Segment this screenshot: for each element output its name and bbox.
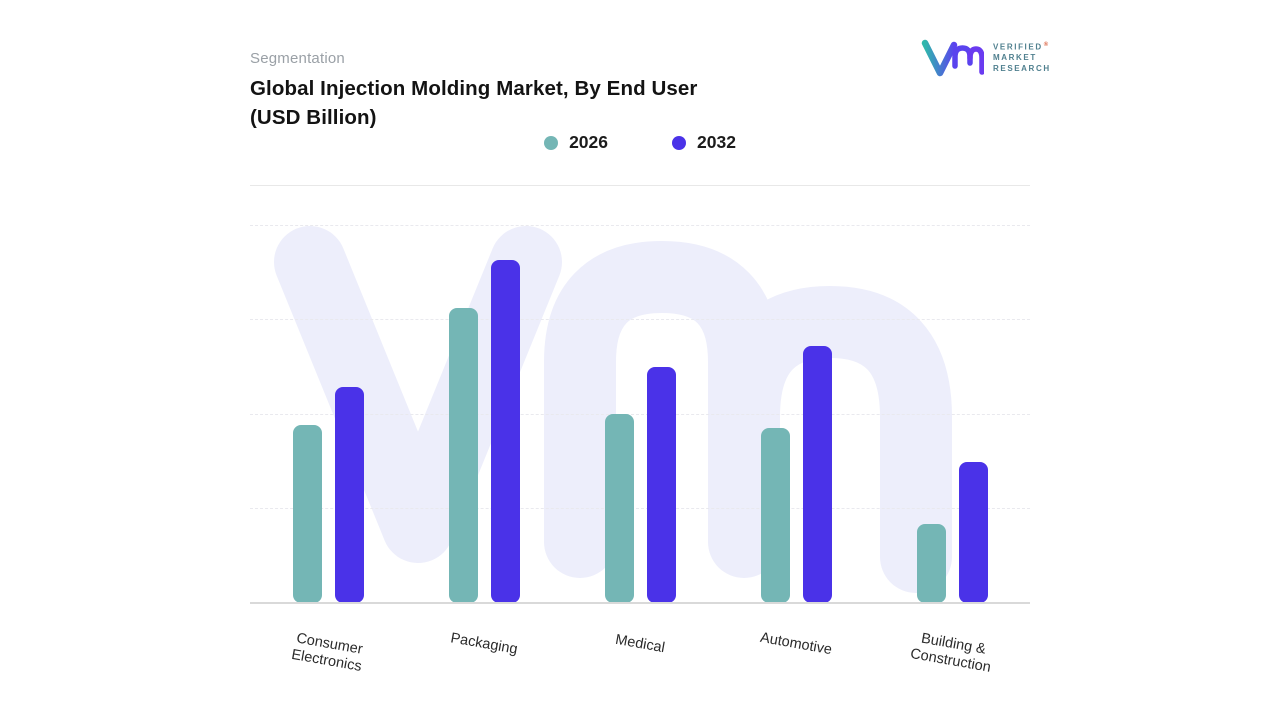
- gridline: [250, 507, 1030, 509]
- bar-2032-medical: [646, 367, 676, 603]
- legend-swatch-2026: [544, 135, 559, 150]
- legend-label-2032: 2032: [697, 132, 736, 152]
- bar-2026-medical: [604, 414, 634, 603]
- bar-2026-automotive: [760, 428, 790, 603]
- chart-legend: 2026 2032: [250, 132, 1030, 153]
- vmr-watermark-icon: [274, 226, 952, 593]
- vmr-logo: VERIFIED® MARKET RESEARCH: [920, 36, 1051, 78]
- bar-2032-consumer-electronics: [334, 387, 364, 603]
- x-axis-line: [250, 602, 1030, 604]
- page-title-line1: Global Injection Molding Market, By End …: [250, 77, 698, 100]
- gridline: [250, 225, 1030, 226]
- plot-area: [250, 225, 1030, 603]
- x-axis-label-packaging: Packaging: [449, 630, 519, 658]
- x-axis-labels: Consumer Electronics Packaging Medical Auto…: [250, 630, 1030, 706]
- x-axis-label-medical: Medical: [614, 631, 667, 657]
- gridline: [250, 413, 1030, 415]
- bar-chart: Consumer Electronics Packaging Medical Auto…: [250, 185, 1030, 720]
- legend-swatch-2032: [672, 135, 686, 150]
- x-axis-label-building-construction: Building & Construction: [909, 630, 993, 676]
- logo-line-verified: VERIFIED: [993, 42, 1043, 52]
- logo-line-market: MARKET: [993, 53, 1037, 63]
- logo-line-research: RESEARCH: [993, 63, 1051, 73]
- eyebrow-label: Segmentation: [250, 50, 345, 67]
- registered-trademark-icon: ®: [1043, 41, 1050, 48]
- vmr-logo-icon: [921, 39, 984, 77]
- legend-label-2026: 2026: [569, 132, 608, 152]
- bar-2026-consumer-electronics: [292, 425, 322, 603]
- legend-item-2026[interactable]: 2026: [544, 132, 608, 153]
- vmr-logo-wordmark: VERIFIED® MARKET RESEARCH: [993, 40, 1051, 74]
- legend-item-2032[interactable]: 2032: [672, 132, 736, 153]
- x-axis-label-automotive: Automotive: [758, 629, 834, 659]
- bar-2032-packaging: [490, 260, 520, 603]
- x-axis-label-consumer-electronics: Consumer Electronics: [290, 630, 364, 675]
- bar-2032-automotive: [802, 346, 832, 603]
- bar-2026-packaging: [448, 308, 478, 603]
- gridline: [250, 319, 1030, 321]
- bar-2026-building-construction: [916, 524, 946, 603]
- bar-2032-building-construction: [958, 462, 988, 603]
- page-title-line2: (USD Billion): [250, 106, 377, 129]
- page-title: Global Injection Molding Market, By End …: [250, 74, 870, 132]
